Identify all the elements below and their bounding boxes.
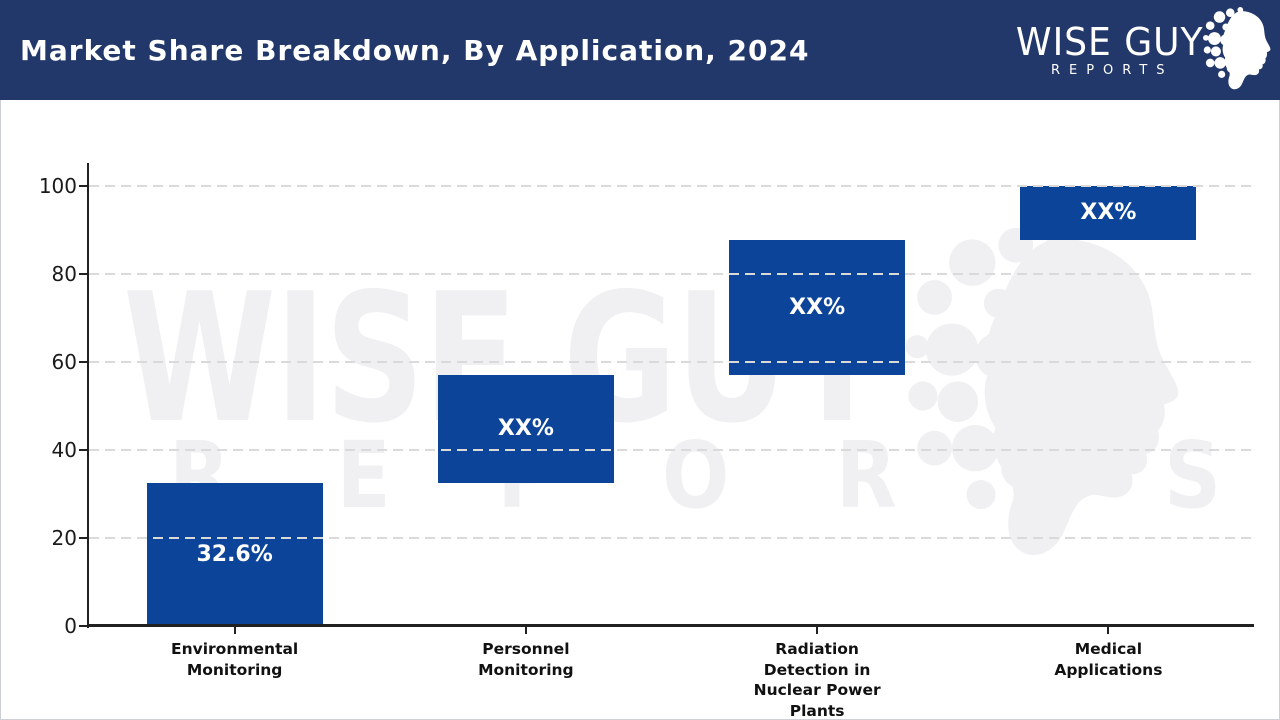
- x-axis-line: [87, 624, 1254, 627]
- y-tick-label: 60: [51, 350, 77, 374]
- header-bar: Market Share Breakdown, By Application, …: [0, 0, 1280, 100]
- y-tick-mark: [79, 273, 87, 275]
- y-tick-mark: [79, 537, 87, 539]
- bar-segment: XX%: [437, 374, 614, 483]
- gridline: [89, 273, 1254, 275]
- chart-title: Market Share Breakdown, By Application, …: [20, 33, 810, 67]
- y-tick-mark: [79, 625, 87, 627]
- x-tick-mark: [816, 627, 819, 634]
- logo-subtitle: REPORTS: [1050, 63, 1174, 78]
- y-tick-label: 20: [51, 526, 77, 550]
- wiseguy-logo: WISE GUY REPORTS: [1011, 0, 1272, 100]
- plot-area: 0 20 40 60 80 100 32.6% Environmental Monitorin…: [39, 163, 1254, 719]
- bar-value-label: XX%: [1080, 200, 1137, 226]
- x-category-label: Environmental Monitoring: [171, 640, 299, 679]
- gridline: [89, 537, 1254, 539]
- y-tick-mark: [79, 361, 87, 363]
- y-tick-label: 80: [51, 262, 77, 286]
- gridline: [89, 185, 1254, 187]
- bar-value-label: XX%: [497, 416, 554, 442]
- x-category-label: Personnel Monitoring: [478, 640, 574, 679]
- wiseguy-face-icon: [1203, 7, 1271, 90]
- bar-segment: 32.6%: [146, 482, 323, 626]
- y-tick-label: 100: [38, 174, 77, 198]
- x-tick-mark: [1107, 627, 1110, 634]
- y-tick-label: 0: [64, 614, 77, 638]
- y-axis-line: [87, 163, 89, 628]
- logo-text: WISE GUY REPORTS: [1011, 22, 1208, 78]
- logo-wordmark: WISE GUY: [1015, 20, 1204, 64]
- x-tick-mark: [524, 627, 527, 634]
- gridline: [89, 449, 1254, 451]
- chart-area: WISE GUY R E P O R T S 0 20 40 60 80 100 32.6%…: [0, 100, 1280, 720]
- bar-value-label: 32.6%: [196, 541, 273, 567]
- y-tick-mark: [79, 185, 87, 187]
- bar-segment: XX%: [1020, 186, 1197, 240]
- bar-segment: XX%: [729, 239, 906, 375]
- y-tick-mark: [79, 449, 87, 451]
- bar-value-label: XX%: [789, 294, 846, 320]
- y-tick-label: 40: [51, 438, 77, 462]
- x-tick-mark: [233, 627, 236, 634]
- x-category-label: Radiation Detection in Nuclear Power Pla…: [753, 640, 881, 720]
- x-category-label: Medical Applications: [1054, 640, 1163, 679]
- gridline: [89, 361, 1254, 363]
